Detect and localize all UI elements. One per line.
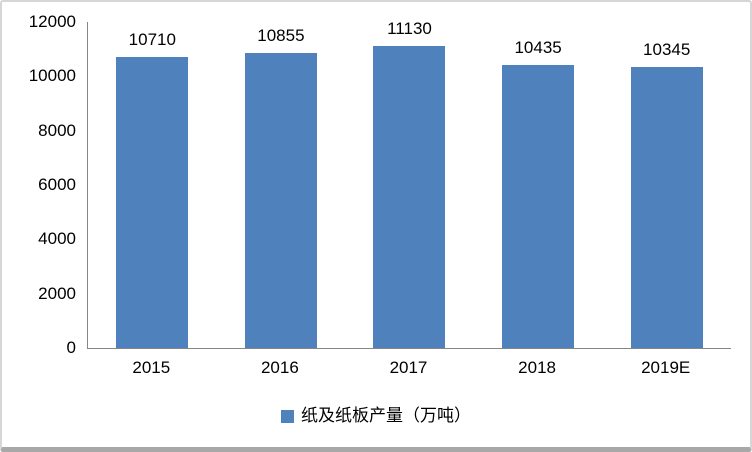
bar xyxy=(373,45,446,348)
y-axis-labels: 0 2000 4000 6000 8000 10000 12000 xyxy=(0,0,76,452)
y-tick-label: 2000 xyxy=(38,283,76,303)
bar-slot: 11130 xyxy=(345,18,474,348)
legend-marker-icon xyxy=(281,409,294,423)
x-tick-label: 2017 xyxy=(389,358,428,377)
x-tick-label: 2015 xyxy=(132,358,171,377)
y-tick-label: 8000 xyxy=(38,120,76,140)
bar-value-label: 11130 xyxy=(387,18,432,38)
legend: 纸及纸板产量（万吨） xyxy=(0,404,752,428)
bar xyxy=(630,66,703,348)
bar-slot: 10435 xyxy=(474,22,603,348)
x-tick-label: 2018 xyxy=(518,358,556,377)
x-tick-label: 2019E xyxy=(641,358,691,377)
bar-value-label: 10435 xyxy=(514,37,562,57)
bar xyxy=(116,57,189,348)
y-tick-label: 4000 xyxy=(38,229,76,249)
bar-slot: 10855 xyxy=(217,22,346,348)
bar xyxy=(244,53,317,348)
bar-slot: 10345 xyxy=(602,22,731,348)
y-tick-label: 0 xyxy=(66,338,76,357)
bar xyxy=(502,64,575,348)
x-tick-label: 2016 xyxy=(260,358,299,377)
y-tick-label: 10000 xyxy=(28,66,76,86)
bar-value-label: 10855 xyxy=(257,26,305,46)
bar-value-label: 10345 xyxy=(643,39,691,59)
y-tick-label: 12000 xyxy=(28,12,76,31)
bar-value-label: 10710 xyxy=(128,30,176,50)
legend-label: 纸及纸板产量（万吨） xyxy=(301,406,471,425)
bar-slot: 10710 xyxy=(88,22,217,348)
y-tick-label: 6000 xyxy=(38,175,76,194)
plot-area: 10710 10855 11130 10435 10345 xyxy=(87,18,731,349)
